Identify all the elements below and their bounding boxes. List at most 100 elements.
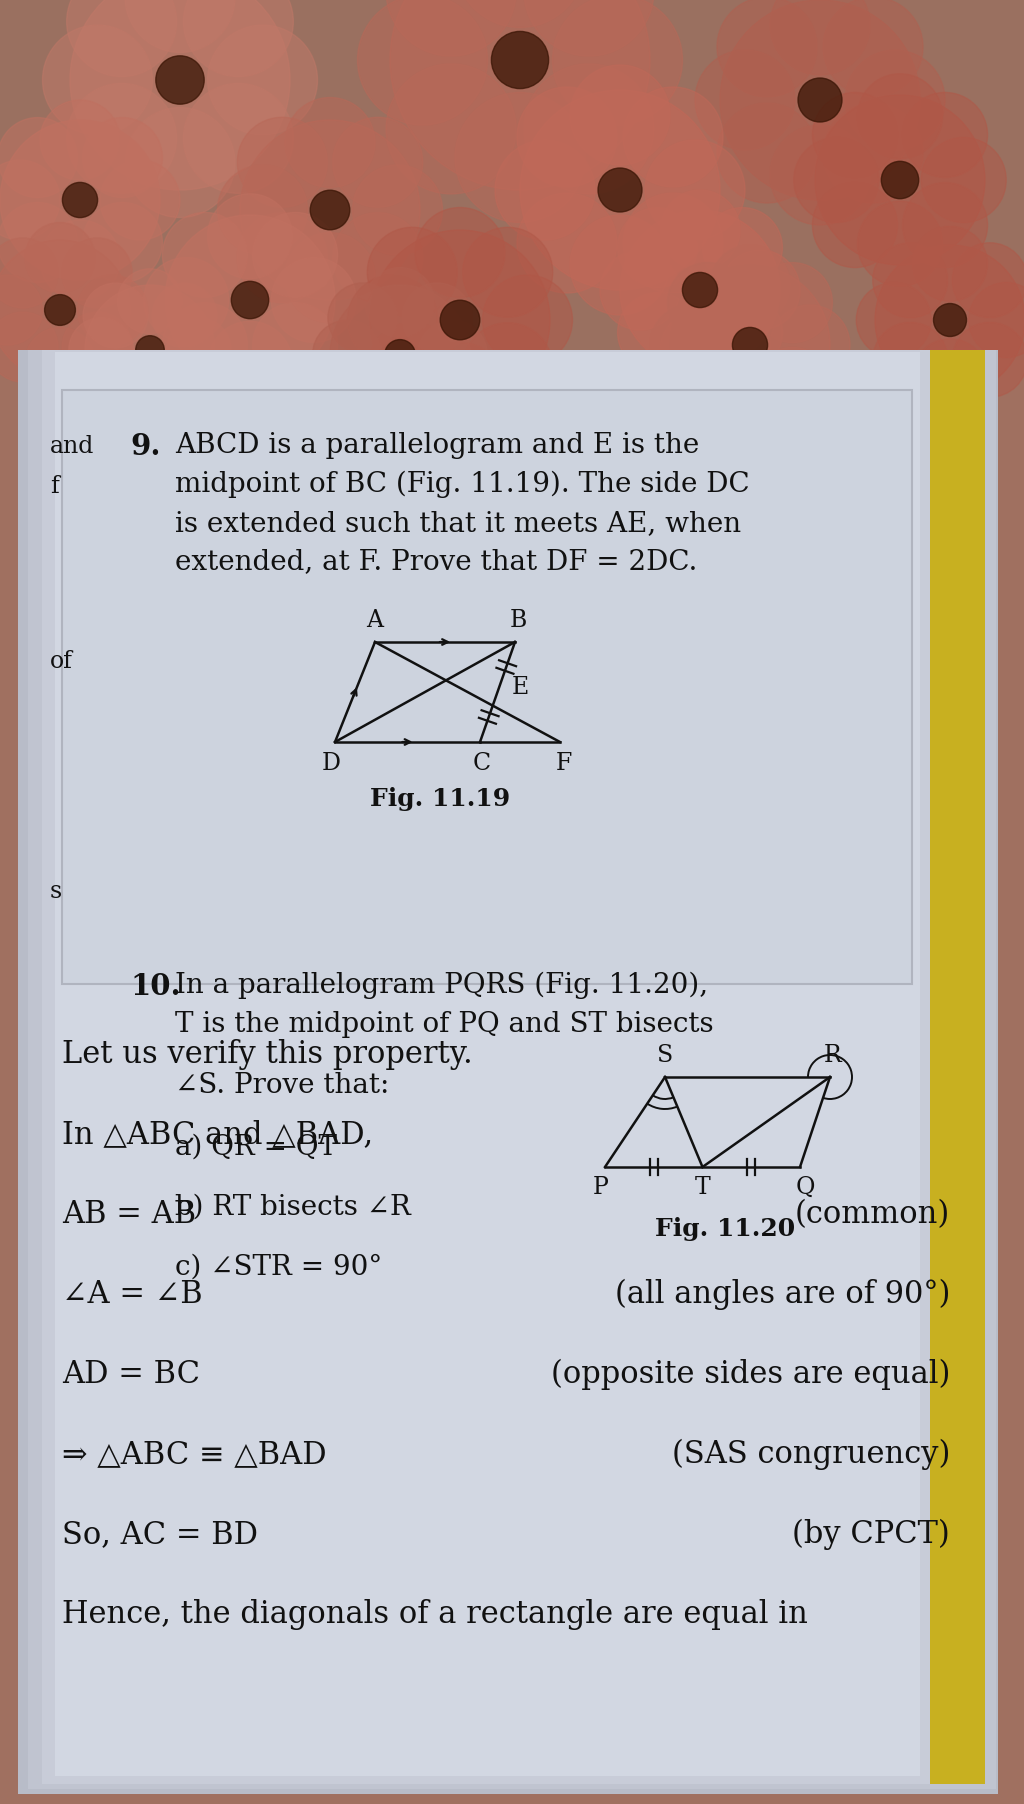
- Circle shape: [620, 209, 780, 370]
- Text: (by CPCT): (by CPCT): [793, 1519, 950, 1550]
- Text: P: P: [593, 1176, 609, 1200]
- Circle shape: [770, 305, 850, 384]
- Circle shape: [25, 222, 95, 292]
- Circle shape: [815, 96, 985, 265]
- Circle shape: [310, 189, 350, 229]
- Circle shape: [0, 161, 60, 240]
- Circle shape: [217, 164, 307, 254]
- Circle shape: [455, 92, 585, 222]
- Text: F: F: [556, 752, 572, 776]
- Circle shape: [166, 318, 231, 382]
- Text: (all angles are of 90°): (all angles are of 90°): [614, 1279, 950, 1310]
- Circle shape: [570, 215, 670, 316]
- Circle shape: [70, 0, 290, 189]
- Bar: [0, 0, 1024, 361]
- Circle shape: [82, 202, 163, 283]
- Text: AD = BC: AD = BC: [62, 1358, 200, 1391]
- Circle shape: [495, 141, 595, 240]
- Circle shape: [0, 121, 160, 280]
- Circle shape: [623, 87, 723, 188]
- Circle shape: [856, 283, 931, 357]
- Circle shape: [710, 245, 790, 325]
- Circle shape: [952, 244, 1024, 318]
- Circle shape: [125, 0, 234, 52]
- Circle shape: [969, 283, 1024, 357]
- Bar: [18, 350, 998, 1793]
- Circle shape: [798, 78, 842, 123]
- Text: of: of: [50, 649, 73, 673]
- Circle shape: [823, 103, 923, 204]
- Circle shape: [385, 339, 416, 370]
- Circle shape: [440, 299, 480, 339]
- Text: f: f: [50, 474, 58, 498]
- Circle shape: [570, 65, 670, 164]
- Text: S: S: [656, 1045, 673, 1066]
- Circle shape: [524, 0, 654, 56]
- Circle shape: [67, 0, 177, 76]
- Circle shape: [617, 292, 697, 372]
- Circle shape: [623, 193, 723, 292]
- Circle shape: [650, 305, 730, 384]
- Circle shape: [857, 202, 942, 287]
- Circle shape: [183, 83, 293, 193]
- Circle shape: [118, 366, 182, 431]
- Circle shape: [660, 189, 740, 271]
- Circle shape: [922, 137, 1007, 222]
- Circle shape: [83, 352, 148, 417]
- Circle shape: [45, 294, 76, 325]
- Circle shape: [208, 321, 293, 406]
- Circle shape: [78, 274, 147, 345]
- Circle shape: [600, 251, 680, 330]
- Circle shape: [695, 51, 795, 150]
- Circle shape: [823, 0, 923, 97]
- Circle shape: [0, 240, 130, 381]
- Bar: [62, 390, 912, 983]
- Text: 9.: 9.: [130, 431, 161, 462]
- Text: E: E: [512, 675, 528, 698]
- Circle shape: [333, 117, 423, 207]
- Text: R: R: [824, 1045, 842, 1066]
- Circle shape: [43, 25, 153, 135]
- Circle shape: [952, 323, 1024, 397]
- Circle shape: [62, 312, 132, 382]
- Circle shape: [872, 323, 948, 397]
- Circle shape: [118, 269, 182, 334]
- Circle shape: [40, 220, 120, 299]
- Circle shape: [857, 74, 942, 159]
- Text: ABCD is a parallelogram and E is the
midpoint of BC (Fig. 11.19). The side DC
is: ABCD is a parallelogram and E is the mid…: [175, 431, 750, 575]
- Circle shape: [418, 319, 487, 390]
- Circle shape: [352, 164, 442, 254]
- Circle shape: [912, 226, 987, 301]
- Circle shape: [368, 323, 458, 413]
- Text: Let us verify this property.: Let us verify this property.: [62, 1039, 473, 1070]
- Circle shape: [365, 267, 435, 337]
- Circle shape: [753, 263, 833, 343]
- Circle shape: [163, 213, 248, 298]
- Circle shape: [125, 108, 234, 218]
- Circle shape: [231, 281, 268, 319]
- Circle shape: [617, 207, 697, 287]
- Text: b) RT bisects ∠R: b) RT bisects ∠R: [175, 1194, 411, 1221]
- Circle shape: [402, 357, 472, 428]
- Circle shape: [25, 328, 95, 397]
- Circle shape: [100, 161, 180, 240]
- Circle shape: [668, 348, 748, 428]
- Circle shape: [368, 227, 458, 318]
- Circle shape: [517, 193, 617, 292]
- Text: and: and: [50, 435, 94, 458]
- Circle shape: [365, 372, 435, 442]
- Text: Q: Q: [796, 1176, 815, 1200]
- Circle shape: [62, 238, 132, 308]
- Text: In a parallelogram PQRS (Fig. 11.20),
T is the midpoint of PQ and ST bisects: In a parallelogram PQRS (Fig. 11.20), T …: [175, 972, 714, 1037]
- Bar: [930, 350, 985, 1784]
- Circle shape: [312, 319, 383, 390]
- Text: s: s: [50, 880, 62, 904]
- Text: B: B: [509, 610, 526, 631]
- Circle shape: [770, 124, 870, 226]
- Circle shape: [902, 182, 987, 267]
- Circle shape: [912, 339, 987, 413]
- Bar: [42, 350, 982, 1784]
- Circle shape: [845, 51, 945, 150]
- Circle shape: [67, 83, 177, 193]
- Text: (opposite sides are equal): (opposite sides are equal): [551, 1358, 950, 1391]
